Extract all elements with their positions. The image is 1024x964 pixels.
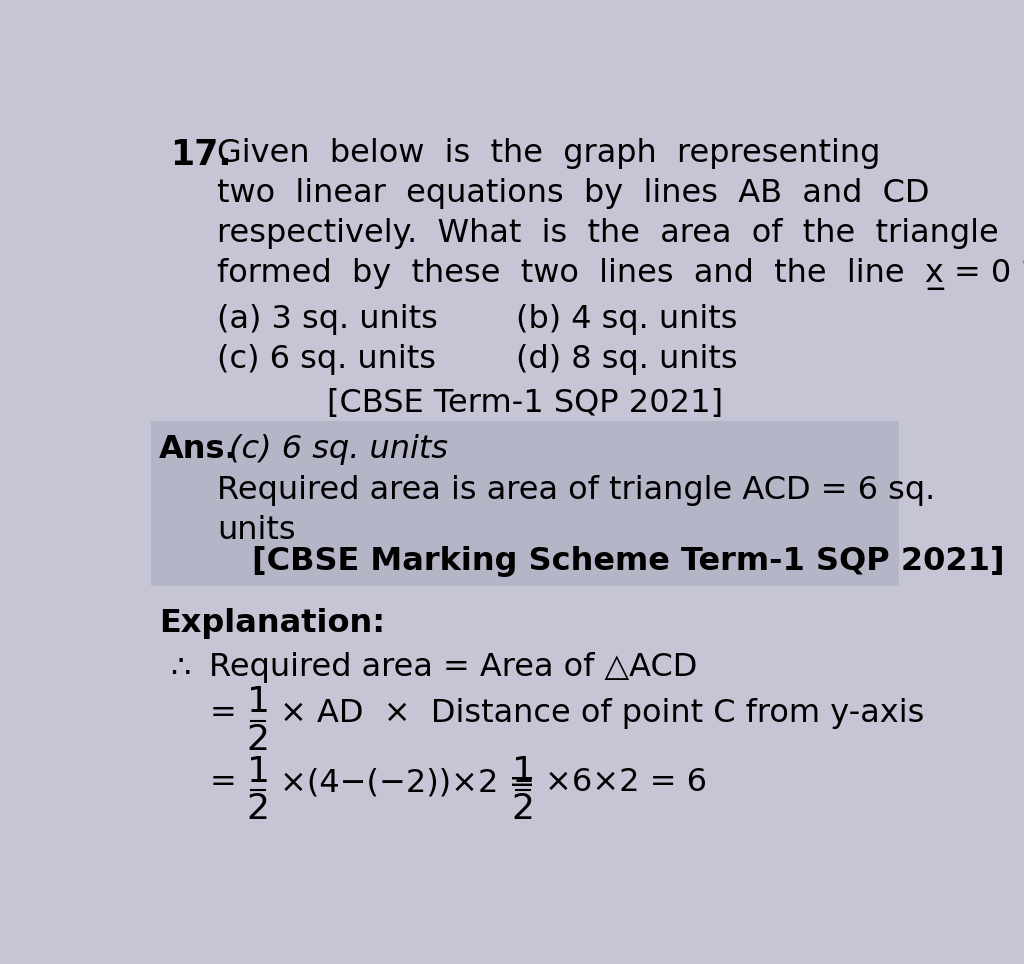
Text: 1: 1 <box>247 755 269 789</box>
Text: [CBSE Marking Scheme Term-1 SQP 2021]: [CBSE Marking Scheme Term-1 SQP 2021] <box>252 547 1005 577</box>
FancyBboxPatch shape <box>152 420 899 586</box>
Text: Ans.: Ans. <box>159 435 238 466</box>
Text: two  linear  equations  by  lines  AB  and  CD: two linear equations by lines AB and CD <box>217 178 930 209</box>
Text: [CBSE Term-1 SQP 2021]: [CBSE Term-1 SQP 2021] <box>327 388 723 419</box>
Text: respectively.  What  is  the  area  of  the  triangle: respectively. What is the area of the tr… <box>217 218 998 249</box>
Text: 17.: 17. <box>171 138 232 172</box>
Text: formed  by  these  two  lines  and  the  line  x̲ = 0 ?: formed by these two lines and the line x… <box>217 258 1024 290</box>
Text: Required area = Area of △ACD: Required area = Area of △ACD <box>209 652 697 683</box>
Text: ×6×2 = 6: ×6×2 = 6 <box>545 767 707 798</box>
Text: (c) 6 sq. units: (c) 6 sq. units <box>228 435 447 466</box>
Text: =: = <box>209 698 237 729</box>
Text: 2: 2 <box>247 791 269 826</box>
Text: =: = <box>209 767 237 798</box>
Text: (a) 3 sq. units: (a) 3 sq. units <box>217 305 438 335</box>
Text: 2: 2 <box>247 723 269 757</box>
Text: (d) 8 sq. units: (d) 8 sq. units <box>515 344 737 375</box>
Text: Required area is area of triangle ACD = 6 sq.: Required area is area of triangle ACD = … <box>217 474 935 505</box>
Text: × AD  ×  Distance of point C from y-axis: × AD × Distance of point C from y-axis <box>280 698 925 729</box>
Text: (b) 4 sq. units: (b) 4 sq. units <box>515 305 737 335</box>
Text: 1: 1 <box>247 685 269 719</box>
Text: units: units <box>217 515 296 546</box>
Text: Explanation:: Explanation: <box>159 607 385 639</box>
Text: 1: 1 <box>512 755 535 789</box>
Text: Given  below  is  the  graph  representing: Given below is the graph representing <box>217 138 881 169</box>
Text: (c) 6 sq. units: (c) 6 sq. units <box>217 344 436 375</box>
Text: ×(4−(−2))×2 =: ×(4−(−2))×2 = <box>280 767 536 798</box>
Text: 2: 2 <box>512 791 535 826</box>
Text: ∴: ∴ <box>171 652 191 683</box>
